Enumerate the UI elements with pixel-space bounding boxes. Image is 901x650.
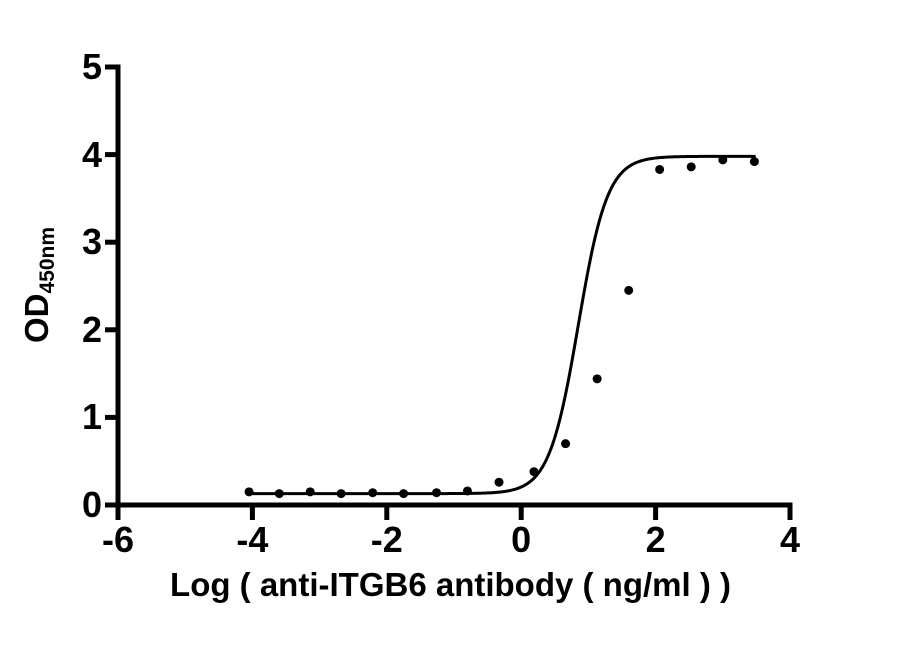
fit-curve bbox=[247, 154, 756, 496]
x-tick-label: 2 bbox=[645, 519, 666, 560]
data-point bbox=[624, 285, 634, 295]
axis-ticks bbox=[105, 64, 793, 520]
data-point bbox=[244, 487, 254, 497]
data-point bbox=[718, 155, 728, 165]
y-axis-title: OD450nm bbox=[18, 175, 59, 395]
data-point bbox=[655, 164, 665, 174]
axes-group bbox=[115, 64, 793, 508]
data-point bbox=[529, 467, 539, 477]
data-point bbox=[368, 488, 378, 498]
x-tick-label: -2 bbox=[370, 519, 403, 560]
y-tick-label: 0 bbox=[81, 484, 102, 525]
data-point bbox=[462, 486, 472, 496]
y-axis-title-subscript: 450nm bbox=[36, 226, 59, 294]
data-point bbox=[561, 439, 571, 449]
x-tick-label: 4 bbox=[779, 519, 801, 560]
y-tick-label: 3 bbox=[81, 221, 102, 263]
y-tick-label: 5 bbox=[81, 46, 102, 87]
x-tick-label: 0 bbox=[511, 519, 532, 560]
data-point bbox=[336, 489, 346, 499]
data-point bbox=[305, 487, 315, 497]
data-point bbox=[432, 488, 442, 498]
y-tick-label: 4 bbox=[81, 133, 102, 175]
y-tick-label: 2 bbox=[81, 308, 102, 350]
data-points bbox=[244, 155, 759, 499]
x-tick-label: -4 bbox=[236, 519, 269, 560]
data-point bbox=[749, 157, 759, 167]
data-point bbox=[274, 489, 284, 499]
data-point bbox=[399, 489, 409, 499]
data-point bbox=[686, 162, 696, 172]
data-point bbox=[494, 477, 504, 487]
y-tick-label: 1 bbox=[81, 396, 102, 438]
y-axis-title-main: OD bbox=[18, 293, 55, 344]
data-point bbox=[592, 374, 602, 384]
x-axis-title: Log ( anti-ITGB6 antibody ( ng/ml ) ) bbox=[170, 566, 731, 603]
x-tick-label: -6 bbox=[101, 519, 135, 560]
